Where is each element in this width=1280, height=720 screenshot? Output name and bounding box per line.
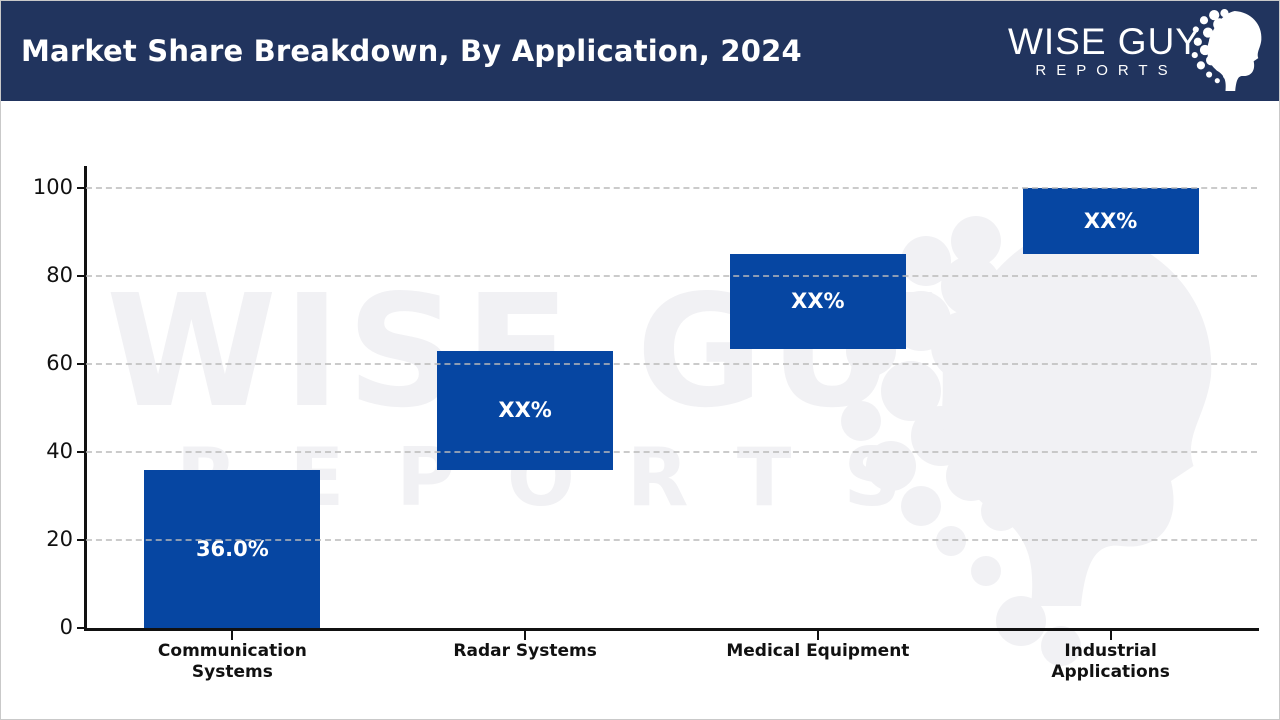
y-tick-label: 40 <box>46 439 73 463</box>
y-axis-tick <box>77 363 86 365</box>
x-category-label: Communication Systems <box>82 641 382 683</box>
y-tick-label: 20 <box>46 527 73 551</box>
bar-medical-equipment: XX% <box>729 254 906 349</box>
gridline <box>86 451 1257 453</box>
bar-radar-systems: XX% <box>437 350 614 470</box>
logo-wordmark: WISE GUY REPORTS <box>1007 21 1201 79</box>
bar-industrial-applications: XX% <box>1022 188 1199 254</box>
logo-wordmark-main: WISE GUY <box>1007 21 1201 63</box>
logo-wordmark-sub: REPORTS <box>1035 61 1178 79</box>
x-category-label-line: Communication <box>157 641 307 661</box>
x-category-label: Industrial Applications <box>961 641 1261 683</box>
gridline <box>86 187 1257 189</box>
x-category-label-line: Radar Systems <box>453 641 597 661</box>
bar-value-label: XX% <box>498 398 552 423</box>
x-category-label-line: Industrial <box>1064 641 1157 661</box>
dotted-head-icon <box>1191 9 1262 91</box>
gridline <box>86 539 1257 541</box>
x-category-label: Medical Equipment <box>668 641 968 662</box>
x-category-label-line: Systems <box>191 662 273 682</box>
bar-communication-systems: 36.0% <box>144 469 321 628</box>
y-axis-line <box>84 166 87 630</box>
x-axis-tick <box>524 631 527 640</box>
y-axis-tick <box>77 275 86 277</box>
chart-area: WISE GUY REPORTS 0 20 40 60 80 100 36.0% XX% XX%… <box>1 101 1279 719</box>
y-axis-tick <box>77 627 86 629</box>
x-category-label: Radar Systems <box>375 641 675 662</box>
y-tick-label: 0 <box>59 615 73 639</box>
y-axis-tick <box>77 187 86 189</box>
x-axis-tick <box>231 631 234 640</box>
y-axis-tick <box>77 539 86 541</box>
gridline <box>86 363 1257 365</box>
page-title: Market Share Breakdown, By Application, … <box>21 34 802 68</box>
y-tick-label: 60 <box>46 351 73 375</box>
y-tick-label: 100 <box>32 175 73 199</box>
gridline <box>86 275 1257 277</box>
x-axis-line <box>84 628 1259 631</box>
x-category-label-line: Applications <box>1051 662 1170 682</box>
x-axis-tick <box>816 631 819 640</box>
x-axis-tick <box>1109 631 1112 640</box>
x-category-label-line: Medical Equipment <box>726 641 910 661</box>
bar-value-label: XX% <box>1083 209 1138 233</box>
header-bar: Market Share Breakdown, By Application, … <box>1 1 1279 101</box>
y-axis-tick <box>77 451 86 453</box>
y-tick-label: 80 <box>46 263 73 287</box>
bar-value-label: XX% <box>791 289 845 314</box>
brand-logo: WISE GUY REPORTS <box>1008 9 1265 93</box>
